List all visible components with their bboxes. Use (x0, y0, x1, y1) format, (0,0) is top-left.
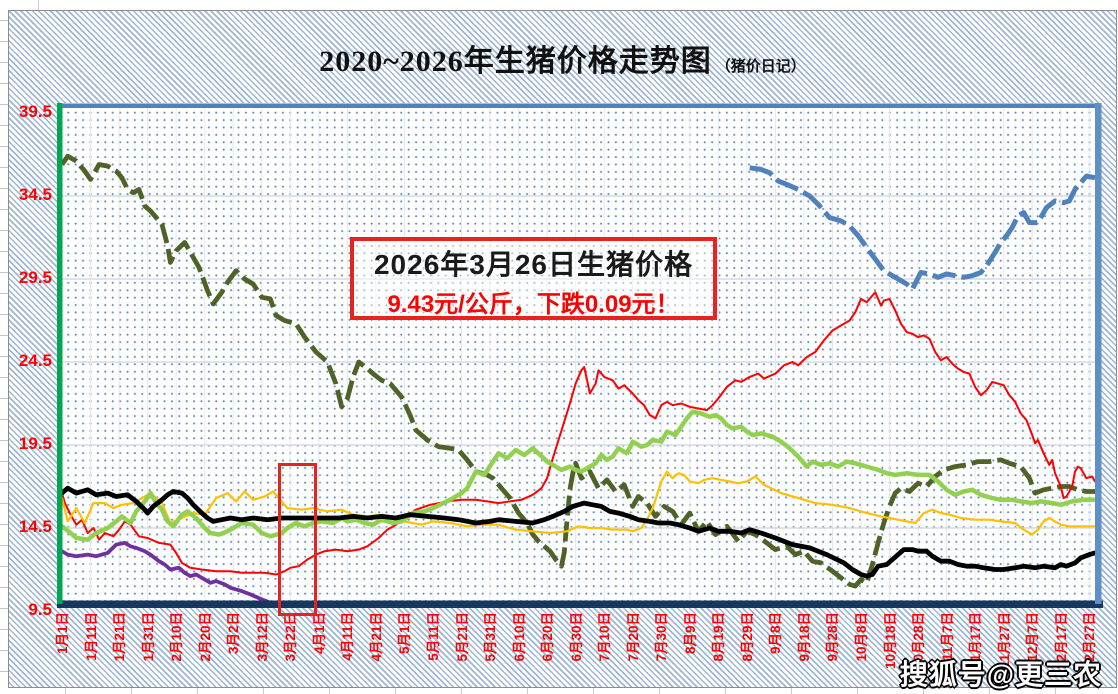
y-tick-label: 9.5 (28, 600, 52, 619)
sheet-bottom-margin (0, 688, 1118, 694)
price-annotation-box: 2026年3月26日生猪价格 9.43元/公斤，下跌0.09元！ (350, 237, 717, 320)
x-tick-label: 5月31日 (483, 612, 499, 662)
y-tick-label: 14.5 (18, 517, 52, 536)
x-tick-label: 8月29日 (739, 612, 755, 662)
x-tick-label: 4月11日 (340, 612, 356, 661)
series-系列1 (749, 165, 1095, 292)
x-tick-label: 6月30日 (568, 612, 584, 662)
x-tick-label: 9月18日 (796, 612, 812, 662)
x-tick-label: 9月8日 (768, 612, 784, 655)
series-系列7 (62, 541, 297, 608)
chart-title-main: 2020~2026年生猪价格走势图 (319, 45, 712, 78)
y-tick-label: 19.5 (18, 434, 52, 453)
series-系列2 (62, 153, 1095, 589)
x-tick-label: 1月31日 (140, 612, 156, 662)
plot-border-top (62, 103, 1101, 108)
x-tick-label: 1月11日 (83, 612, 99, 661)
plot-border-left (57, 103, 63, 604)
x-tick-label: 8月19日 (711, 612, 727, 662)
x-tick-label: 3月2日 (226, 612, 242, 655)
y-tick-label: 29.5 (18, 268, 52, 287)
x-tick-label: 1月21日 (112, 612, 128, 662)
series-系列5 (62, 409, 1095, 542)
x-tick-label: 5月1日 (397, 612, 413, 655)
x-tick-label: 1月1日 (55, 612, 70, 655)
series-系列4 (62, 470, 1095, 536)
plot-border-bottom (57, 600, 1103, 608)
x-tick-label: 4月1日 (311, 612, 327, 655)
highlight-rectangle (278, 463, 317, 616)
x-tick-label: 10月8日 (854, 612, 869, 662)
x-tick-label: 10月18日 (882, 612, 898, 670)
x-tick-label: 7月30日 (654, 612, 670, 662)
y-tick-label: 34.5 (18, 185, 52, 204)
annotation-price-line: 9.43元/公斤，下跌0.09元！ (387, 291, 680, 318)
x-tick-label: 2月10日 (169, 612, 185, 662)
x-tick-label: 6月20日 (540, 612, 556, 662)
watermark-sohu: 搜狐号@更三农 (899, 659, 1102, 690)
x-tick-label: 4月21日 (368, 612, 384, 662)
x-tick-label: 6月10日 (511, 612, 527, 662)
x-tick-label: 8月9日 (682, 612, 698, 655)
sheet-top-margin (0, 0, 1118, 10)
chart-title: 2020~2026年生猪价格走势图 （猪价日记） (8, 36, 1117, 80)
x-tick-label: 9月28日 (825, 612, 841, 662)
series-layer (62, 103, 1095, 608)
x-tick-label: 7月20日 (625, 612, 641, 662)
sheet-left-margin (0, 0, 8, 694)
plot-borders (57, 103, 1103, 608)
x-tick-label: 5月21日 (454, 612, 470, 662)
x-tick-label: 2月20日 (197, 612, 213, 662)
x-tick-label: 5月11日 (425, 612, 441, 661)
x-tick-label: 7月10日 (597, 612, 613, 662)
y-tick-label: 24.5 (18, 351, 52, 370)
y-tick-label: 39.5 (18, 102, 52, 121)
plot-border-right (1095, 103, 1102, 604)
annotation-date-line: 2026年3月26日生猪价格 (373, 249, 693, 280)
x-tick-label: 3月22日 (283, 612, 299, 662)
series-系列3 (62, 291, 1095, 576)
series-系列6 (62, 485, 1095, 579)
chart-title-suffix: （猪价日记） (715, 59, 806, 75)
x-tick-label: 3月12日 (254, 612, 270, 662)
